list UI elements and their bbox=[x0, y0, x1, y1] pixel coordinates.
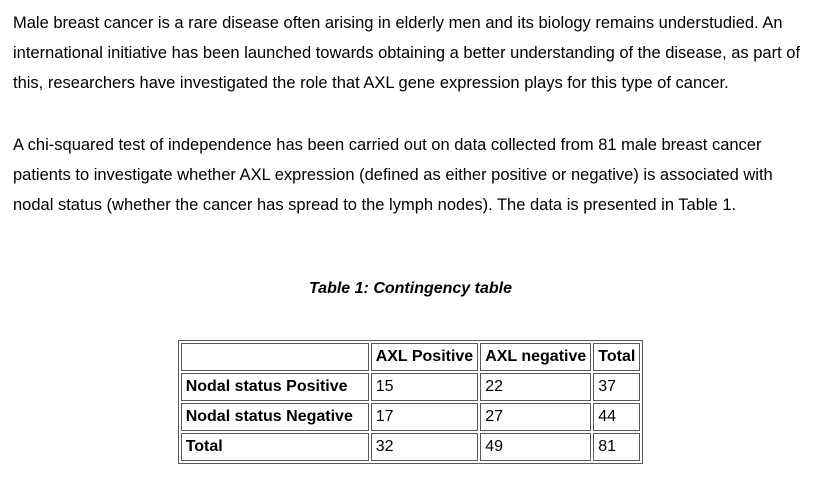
row-label-nodal-status-negative: Nodal status Negative bbox=[180, 403, 369, 431]
table-cell: 44 bbox=[593, 403, 641, 431]
corner-header-cell bbox=[180, 343, 369, 371]
table-cell: 15 bbox=[370, 373, 479, 401]
chi-squared-paragraph: A chi-squared test of independence has b… bbox=[13, 136, 773, 214]
table-cell: 37 bbox=[593, 373, 641, 401]
intro-paragraph: Male breast cancer is a rare disease oft… bbox=[13, 14, 801, 92]
document-page: Male breast cancer is a rare disease oft… bbox=[13, 14, 801, 464]
column-header-axl-positive: AXL Positive bbox=[370, 343, 479, 371]
column-header-total: Total bbox=[593, 343, 641, 371]
table-cell: 81 bbox=[593, 433, 641, 461]
table-cell: 27 bbox=[480, 403, 592, 431]
table-cell: 49 bbox=[480, 433, 592, 461]
table-cell: 22 bbox=[480, 373, 592, 401]
column-header-axl-negative: AXL negative bbox=[480, 343, 592, 371]
table-cell: 17 bbox=[370, 403, 479, 431]
contingency-table: AXL Positive AXL negative Total Nodal st… bbox=[177, 340, 644, 464]
table-row-total: Total 32 49 81 bbox=[180, 433, 641, 461]
table-row-nodal-positive: Nodal status Positive 15 22 37 bbox=[180, 373, 641, 401]
row-label-nodal-status-positive: Nodal status Positive bbox=[180, 373, 369, 401]
row-label-total: Total bbox=[180, 433, 369, 461]
table-caption: Table 1: Contingency table bbox=[309, 280, 512, 297]
table-row-nodal-negative: Nodal status Negative 17 27 44 bbox=[180, 403, 641, 431]
table-cell: 32 bbox=[370, 433, 479, 461]
header-row: AXL Positive AXL negative Total bbox=[180, 343, 641, 371]
